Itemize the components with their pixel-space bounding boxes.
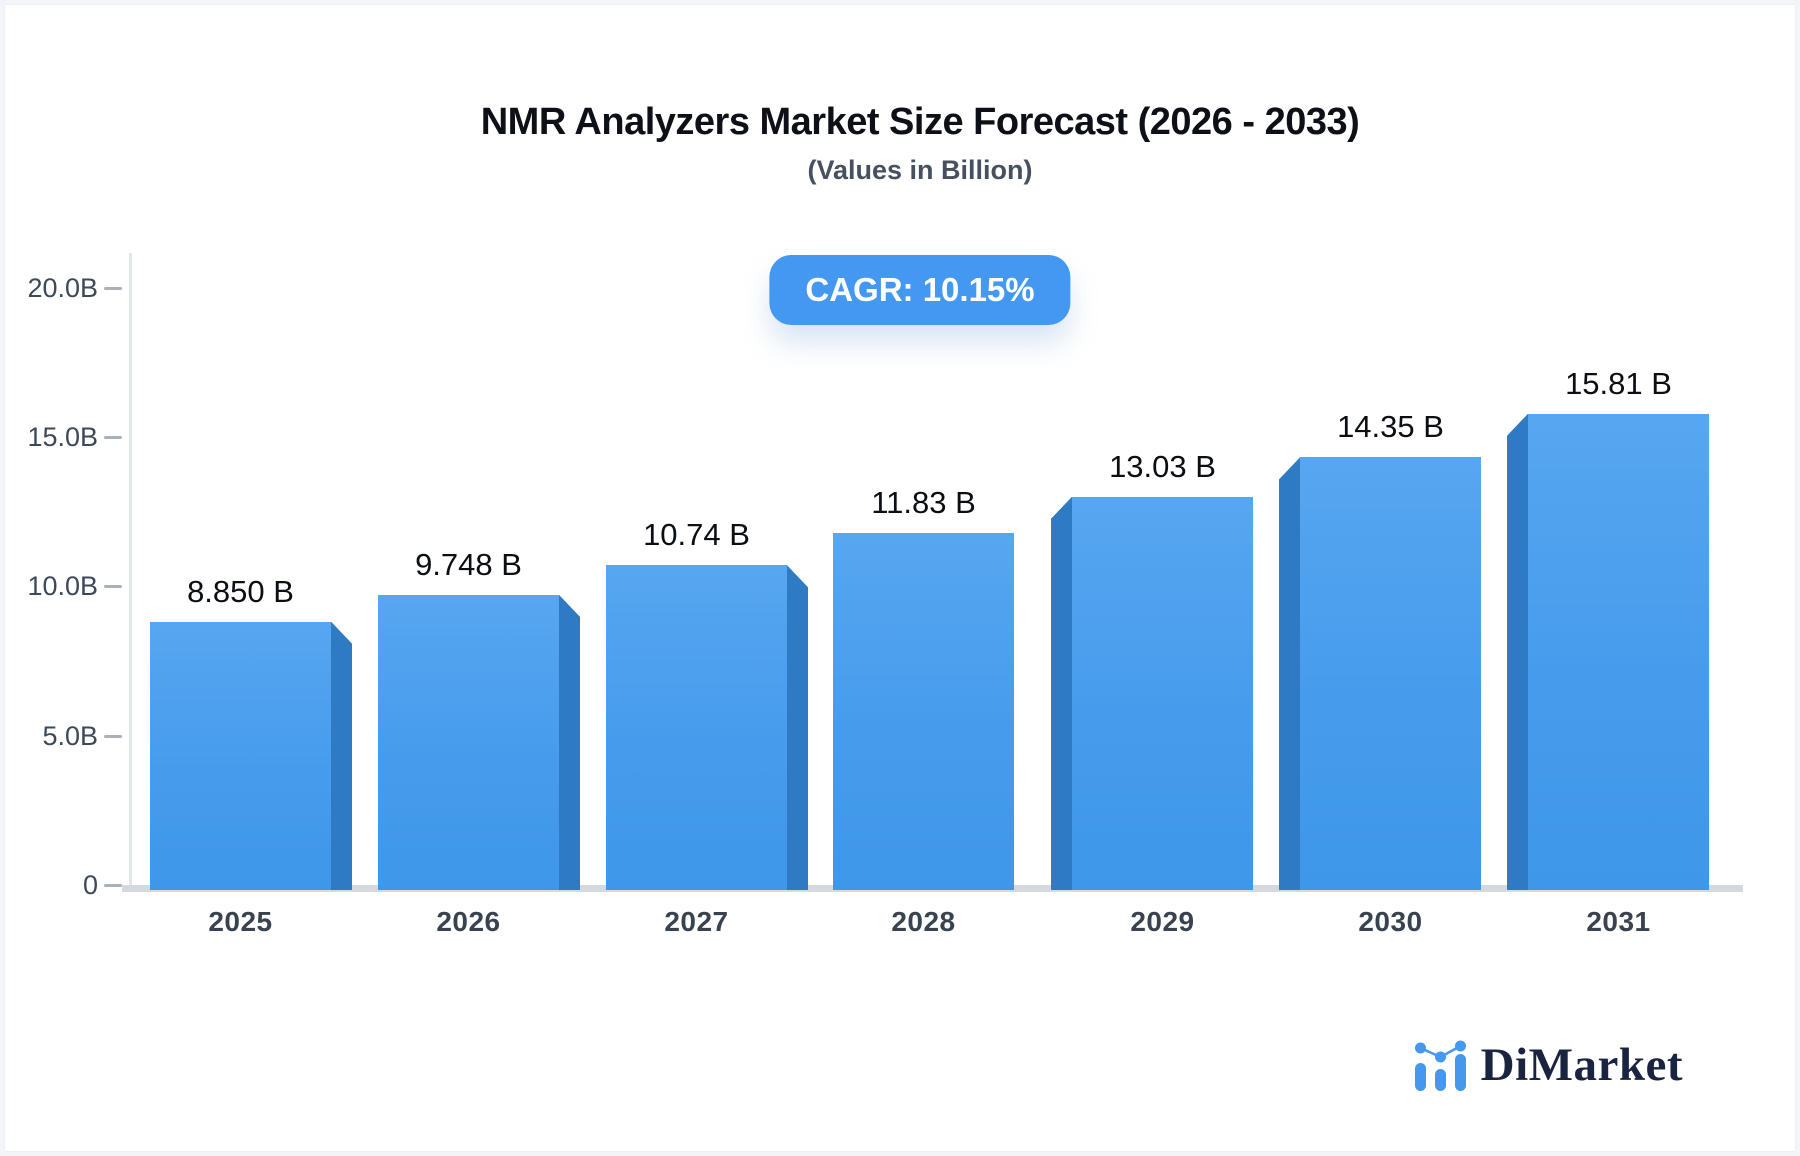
bar-side-face (331, 621, 352, 890)
bar-value-label-2028: 11.83 B (871, 484, 976, 520)
y-tick-label-20.0B: 20.0B (27, 272, 98, 303)
x-axis-label-2030: 2030 (1358, 906, 1423, 937)
bar-2031 (1528, 413, 1709, 890)
cagr-badge: CAGR: 10.15% (769, 255, 1071, 325)
x-axis-label-2026: 2026 (436, 906, 501, 937)
bar-line-chart-icon (1414, 1040, 1466, 1091)
chart-subtitle: (Values in Billion) (807, 155, 1033, 185)
y-tick-dash (104, 884, 122, 887)
y-axis-line (129, 253, 132, 892)
y-tick-dash (104, 286, 122, 290)
bar-value-label-2025: 8.850 B (187, 573, 294, 609)
x-axis-label-2027: 2027 (664, 906, 729, 937)
bar-2029 (1072, 496, 1253, 890)
y-tick-label-5.0B: 5.0B (42, 720, 98, 751)
y-tick-label-15.0B: 15.0B (27, 421, 98, 452)
x-axis-label-2031: 2031 (1586, 906, 1651, 937)
y-tick-label-0: 0 (82, 870, 98, 900)
bar-side-face (787, 565, 808, 890)
x-axis-label-2029: 2029 (1130, 906, 1195, 937)
brand-logo-text: DiMarket (1480, 1039, 1683, 1091)
y-tick-label-10.0B: 10.0B (27, 571, 98, 602)
bar-chart: 0 5.0B 10.0B 15.0B 20.0B 8.850 B 2025 9.748 B 20… (5, 5, 1795, 1151)
bar-2025 (150, 621, 331, 890)
bar-2026 (378, 594, 559, 890)
bar-value-label-2029: 13.03 B (1109, 448, 1216, 484)
chart-title: NMR Analyzers Market Size Forecast (2026… (480, 101, 1360, 143)
bar-side-face (1507, 413, 1528, 890)
bar-value-label-2027: 10.74 B (643, 517, 750, 553)
cagr-badge-label: CAGR: 10.15% (805, 271, 1035, 308)
y-tick-dash (104, 585, 122, 589)
bar-value-label-2031: 15.81 B (1565, 365, 1672, 401)
bar-side-face (559, 594, 580, 890)
y-tick-dash (104, 734, 122, 738)
bar-value-label-2030: 14.35 B (1337, 409, 1444, 445)
brand-logo: DiMarket (1412, 1037, 1683, 1093)
y-tick-dash (104, 435, 122, 439)
x-axis-label-2028: 2028 (891, 906, 956, 937)
x-axis-label-2025: 2025 (208, 906, 273, 937)
bar-value-label-2026: 9.748 B (415, 546, 522, 582)
chart-card: NMR Analyzers Market Size Forecast (2026… (4, 4, 1796, 1152)
bar-2030 (1300, 457, 1481, 890)
bar-side-face (1051, 496, 1072, 890)
bar-2027 (606, 565, 787, 890)
bar-2028 (833, 532, 1014, 890)
bar-side-face (1279, 457, 1300, 890)
